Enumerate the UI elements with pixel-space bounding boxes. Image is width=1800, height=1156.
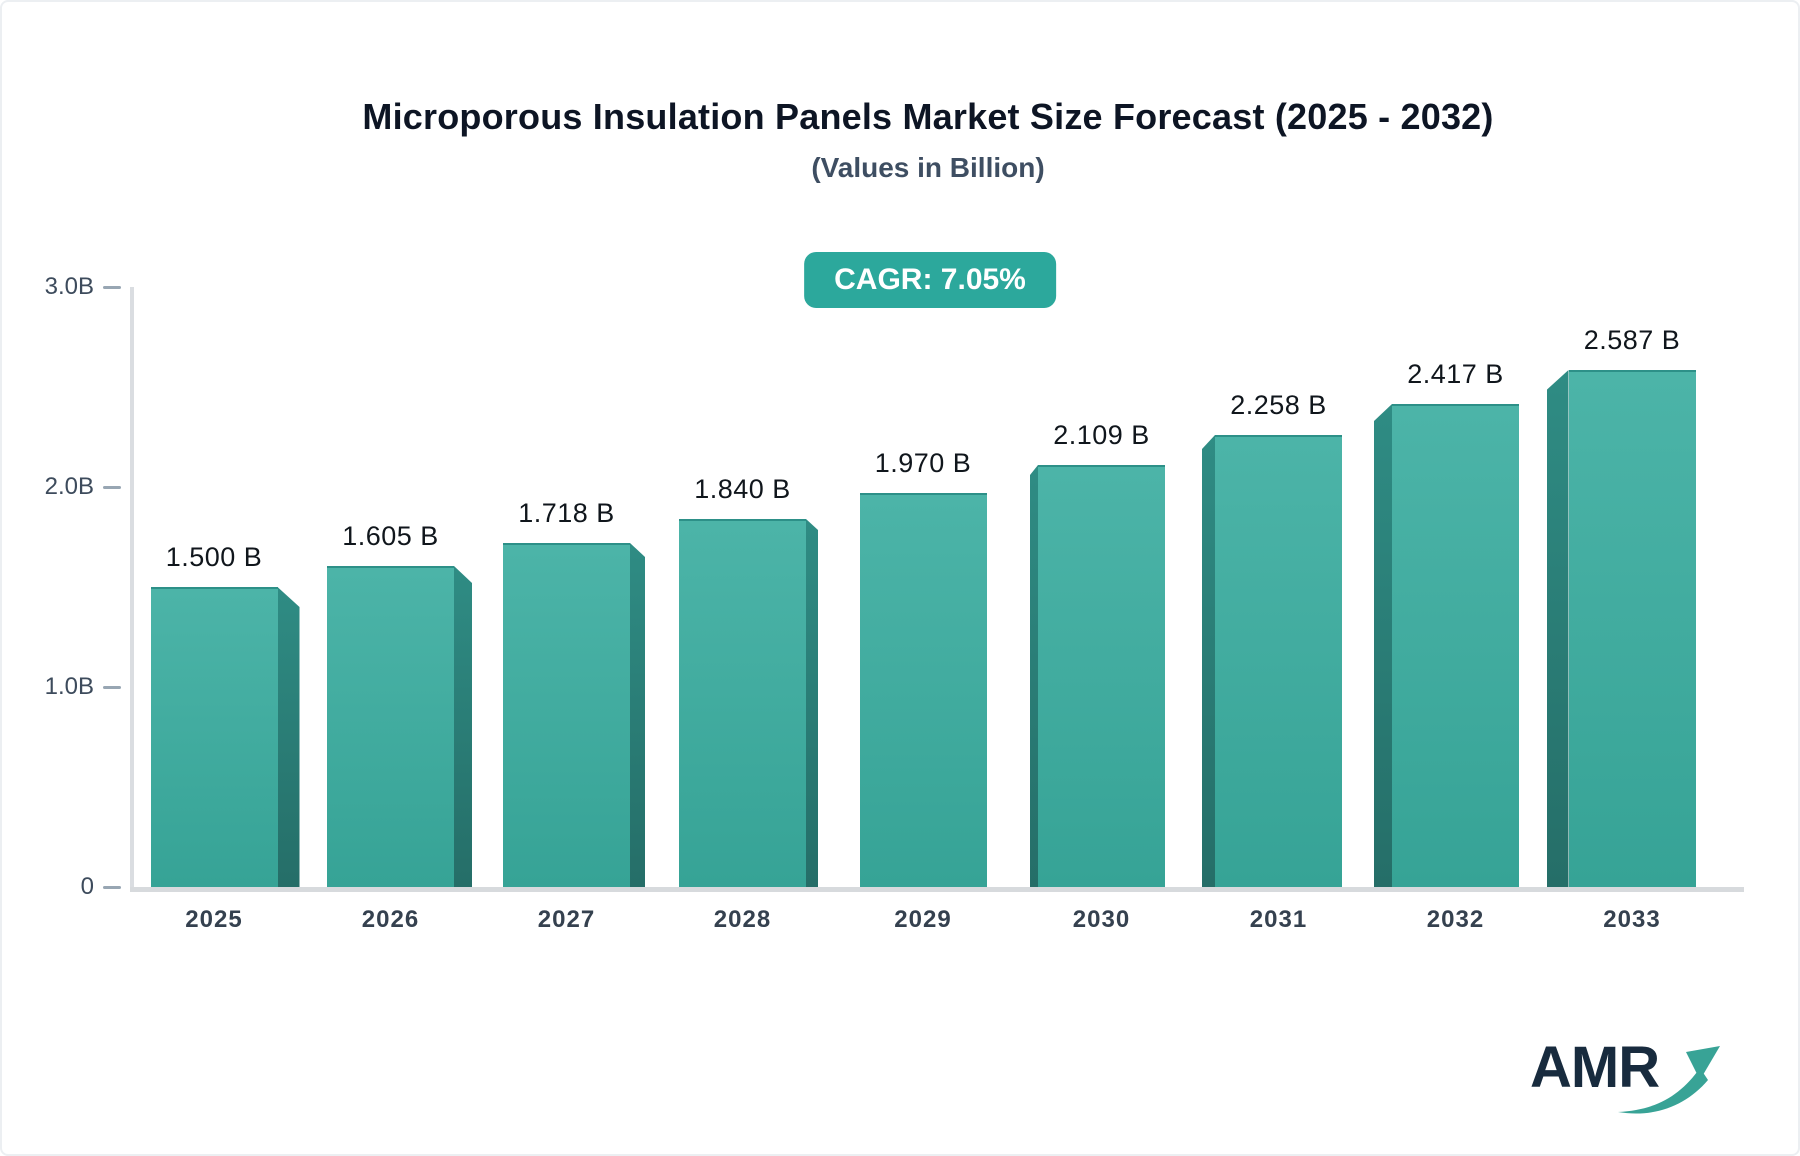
y-tick-label: 2.0B <box>44 473 94 500</box>
bar-value-label: 1.500 B <box>165 542 263 572</box>
y-tick-dash <box>103 685 121 689</box>
x-category-label: 2026 <box>361 906 420 933</box>
bar-value-label: 1.840 B <box>694 474 791 504</box>
bar-2026 <box>327 566 454 887</box>
y-tick-label: 1.0B <box>44 673 94 700</box>
bar-value-label: 2.109 B <box>1053 420 1150 450</box>
growth-arrow-icon <box>1618 1046 1720 1114</box>
y-axis-line <box>130 287 134 887</box>
bar-2025 <box>150 587 278 887</box>
bar-value-label: 2.258 B <box>1230 390 1327 420</box>
bar-2029 <box>859 493 987 887</box>
bar-side <box>454 566 472 887</box>
x-category-label: 2030 <box>1072 906 1131 933</box>
cagr-badge: CAGR: 7.05% <box>804 252 1056 308</box>
bar-2030 <box>1038 465 1165 887</box>
bar-value-label: 1.718 B <box>518 498 615 528</box>
amr-logo-text: AMR <box>1530 1035 1660 1100</box>
arrow-swoosh <box>1618 1068 1708 1114</box>
x-axis-line <box>130 887 1744 892</box>
y-tick-dash <box>103 285 121 289</box>
bar-2028 <box>679 519 806 887</box>
x-category-label: 2032 <box>1426 906 1485 933</box>
bar-value-label: 1.605 B <box>342 521 439 551</box>
bar-side <box>1030 465 1038 887</box>
bar-side <box>806 519 818 887</box>
bar-2027 <box>503 543 630 887</box>
bar-2031 <box>1215 435 1342 887</box>
x-category-label: 2028 <box>713 906 772 933</box>
y-tick-dash <box>103 885 121 889</box>
arrow-head <box>1686 1046 1720 1080</box>
bar-side <box>630 543 645 887</box>
bar-value-label: 1.970 B <box>874 448 972 478</box>
bar-2033 <box>1568 370 1696 887</box>
y-tick-dash <box>103 485 121 489</box>
bar-side <box>1202 435 1215 887</box>
x-category-label: 2033 <box>1603 906 1661 933</box>
bar-value-label: 2.417 B <box>1407 359 1504 389</box>
bar-side <box>1374 404 1392 887</box>
x-category-label: 2031 <box>1249 906 1308 933</box>
x-category-label: 2029 <box>894 906 952 933</box>
x-category-label: 2025 <box>185 906 243 933</box>
x-category-label: 2027 <box>537 906 596 933</box>
y-tick-label: 0 <box>80 873 94 900</box>
amr-logo: AMR <box>1530 1034 1720 1126</box>
bar-2032 <box>1392 404 1519 887</box>
bar-side <box>1546 370 1569 887</box>
chart-subtitle: (Values in Billion) <box>811 152 1045 183</box>
bar-side <box>277 587 300 887</box>
chart-title: Microporous Insulation Panels Market Siz… <box>362 96 1494 137</box>
y-tick-label: 3.0B <box>44 273 94 300</box>
bar-value-label: 2.587 B <box>1583 325 1681 355</box>
